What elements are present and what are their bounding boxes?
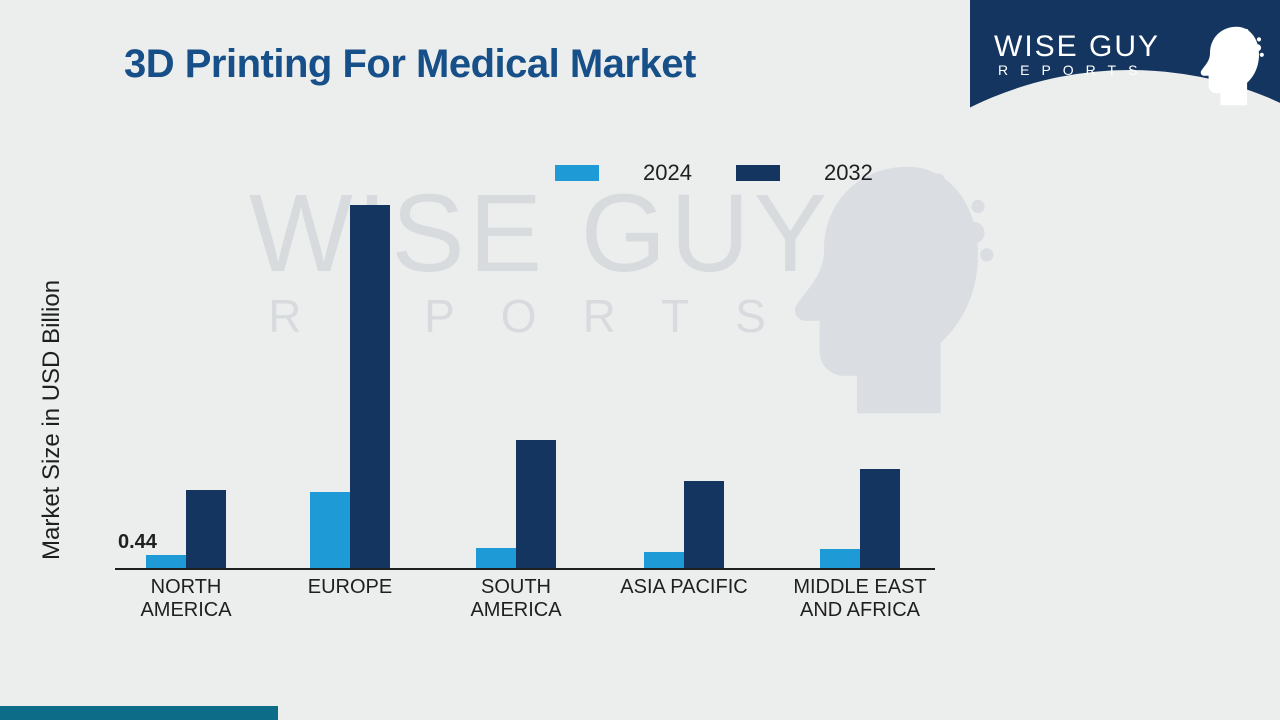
bar-2032 <box>684 481 724 568</box>
bar-2024 <box>820 549 860 568</box>
chart-title: 3D Printing For Medical Market <box>124 42 696 87</box>
legend-swatch-2032 <box>736 165 780 181</box>
x-axis-category-label: SOUTH AMERICA <box>446 576 586 622</box>
y-axis-label: Market Size in USD Billion <box>38 280 66 560</box>
bottom-accent-strip <box>0 706 278 720</box>
bar-value-label: 0.44 <box>118 531 157 554</box>
chart-legend: 2024 2032 <box>555 160 873 186</box>
x-axis-category-label: MIDDLE EAST AND AFRICA <box>790 576 930 622</box>
bar-2032 <box>350 205 390 568</box>
bar-group: MIDDLE EAST AND AFRICA <box>805 469 915 568</box>
bar-group: NORTH AMERICA <box>131 490 241 569</box>
x-axis-category-label: EUROPE <box>280 576 420 599</box>
legend-label-2024: 2024 <box>643 160 692 186</box>
bar-group: EUROPE <box>295 205 405 568</box>
bar-2032 <box>186 490 226 569</box>
bar-2032 <box>516 440 556 568</box>
logo-sub: REPORTS <box>994 62 1254 78</box>
bar-group: SOUTH AMERICA <box>461 440 571 568</box>
brand-logo: WISE GUY REPORTS <box>994 30 1254 78</box>
logo-main: WISE GUY <box>994 30 1254 64</box>
bar-group: ASIA PACIFIC <box>629 481 739 568</box>
chart-plot-area: NORTH AMERICA EUROPE SOUTH AMERICA ASIA PAC… <box>115 190 935 570</box>
x-axis-category-label: ASIA PACIFIC <box>614 576 754 599</box>
bar-2032 <box>860 469 900 568</box>
bar-2024 <box>644 552 684 568</box>
legend-swatch-2024 <box>555 165 599 181</box>
bar-2024 <box>476 548 516 568</box>
x-axis-category-label: NORTH AMERICA <box>116 576 256 622</box>
legend-label-2032: 2032 <box>824 160 873 186</box>
x-axis-baseline <box>115 568 935 570</box>
bar-2024 <box>146 555 186 568</box>
bar-2024 <box>310 492 350 568</box>
